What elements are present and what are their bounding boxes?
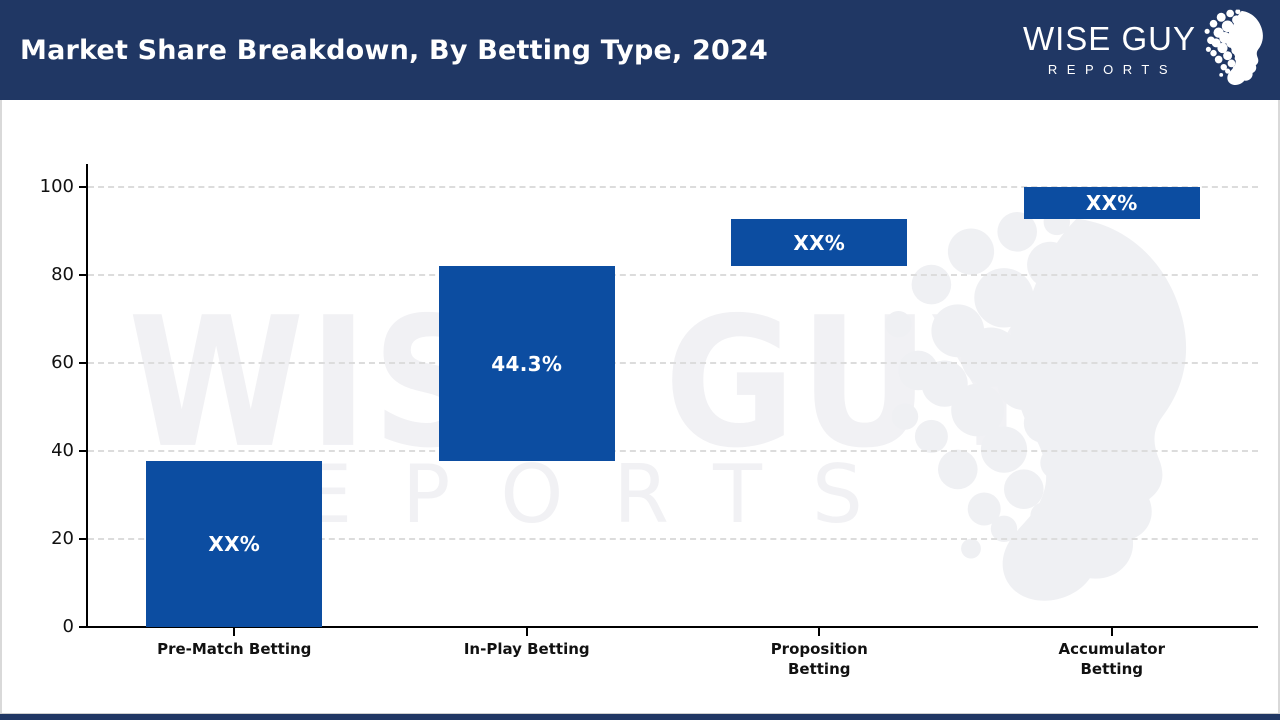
x-tick-mark (818, 628, 821, 636)
y-tick-mark (79, 450, 88, 452)
x-tick-mark (525, 628, 528, 636)
gridline (88, 450, 1258, 452)
x-tick-mark (1110, 628, 1113, 636)
brand-logo-text: WISE GUY REPORTS (1023, 20, 1196, 77)
x-axis-line (86, 626, 1258, 628)
gridline (88, 362, 1258, 364)
y-tick-mark (79, 538, 88, 540)
gridline (88, 186, 1258, 188)
footer-divider (0, 713, 1280, 714)
brand-head-icon (1202, 8, 1266, 88)
bar-proposition-betting: XX% (731, 219, 908, 267)
y-tick-label: 0 (62, 616, 74, 637)
y-axis-line (86, 164, 88, 628)
y-tick-mark (79, 362, 88, 364)
x-tick-mark (233, 628, 236, 636)
y-tick-mark (79, 186, 88, 188)
chart-title: Market Share Breakdown, By Betting Type,… (20, 34, 768, 66)
chart-area: WISE GUY REPORTS 0 20 40 60 80 100 XX% Pre-Matc… (0, 100, 1280, 720)
page-border-left (0, 100, 2, 714)
brand-subtitle: REPORTS (1047, 62, 1178, 77)
page-border-right (1278, 100, 1280, 714)
bar-value-label: 44.3% (491, 351, 563, 376)
header-bar: Market Share Breakdown, By Betting Type,… (0, 0, 1280, 100)
y-tick-label: 40 (51, 440, 74, 461)
gridline (88, 274, 1258, 276)
y-tick-label: 80 (51, 264, 74, 285)
x-category-label: Accumulator Betting (1058, 640, 1166, 678)
x-category-label: In-Play Betting (463, 640, 590, 658)
y-tick-label: 100 (39, 176, 74, 197)
brand-name: WISE GUY (1022, 20, 1196, 57)
bar-accumulator-betting: XX% (1023, 187, 1200, 220)
watermark-head-icon (872, 212, 1202, 608)
bar-value-label: XX% (208, 532, 261, 557)
x-category-label: Pre-Match Betting (157, 640, 312, 658)
bar-value-label: XX% (1085, 191, 1138, 216)
gridline (88, 538, 1258, 540)
bar-pre-match-betting: XX% (146, 461, 323, 627)
y-tick-label: 60 (51, 352, 74, 373)
footer-bar (0, 714, 1280, 720)
y-tick-mark (79, 626, 88, 628)
x-category-label: Proposition Betting (770, 640, 868, 678)
y-tick-mark (79, 274, 88, 276)
bar-in-play-betting: 44.3% (438, 266, 615, 462)
bar-value-label: XX% (793, 230, 846, 255)
brand-logo: WISE GUY REPORTS (1008, 0, 1268, 100)
y-tick-label: 20 (51, 528, 74, 549)
